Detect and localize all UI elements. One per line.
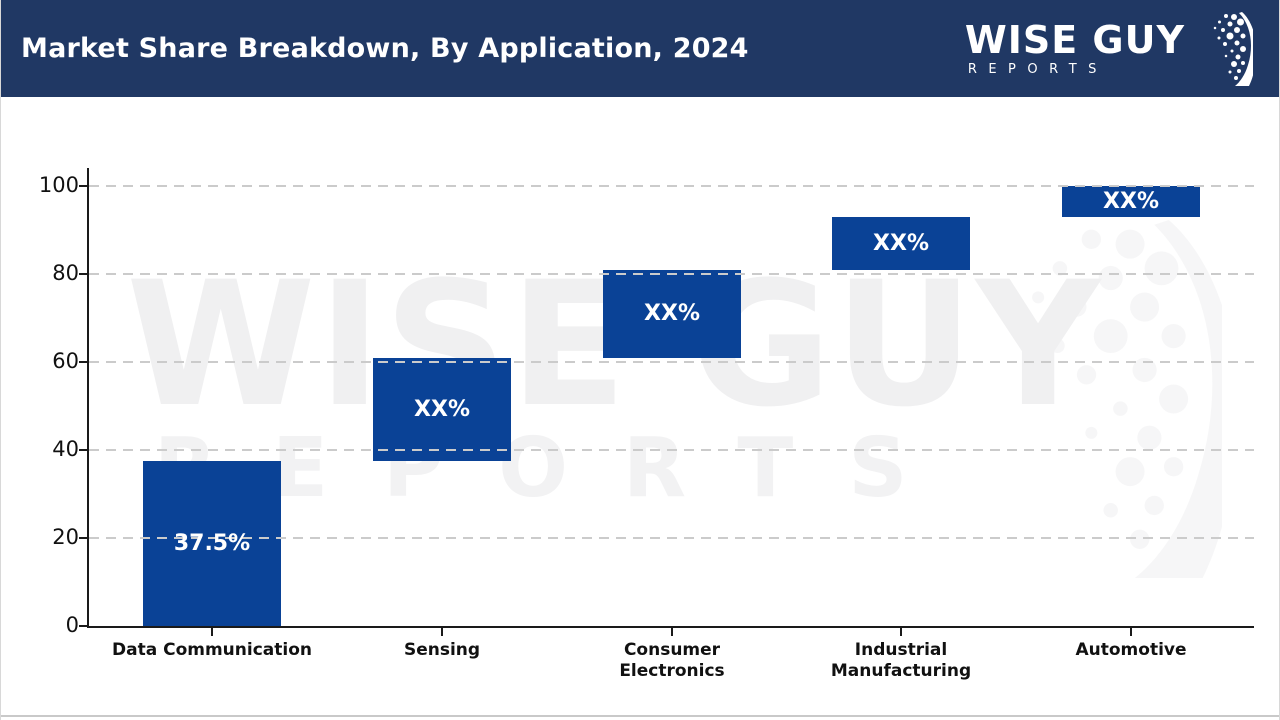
bar-0 bbox=[143, 461, 281, 626]
y-tick-label: 20 bbox=[52, 525, 79, 549]
x-category-label: Consumer Electronics bbox=[619, 640, 725, 681]
brand-logo: WISE GUY REPORTS bbox=[965, 11, 1279, 87]
brand-subname: REPORTS bbox=[967, 62, 1108, 77]
bar-4 bbox=[1062, 186, 1200, 217]
y-tick-label: 0 bbox=[65, 613, 79, 637]
x-category-label: Data Communication bbox=[112, 640, 312, 660]
x-axis-line bbox=[87, 626, 1254, 628]
y-tick-label: 80 bbox=[52, 261, 79, 285]
y-tick-mark bbox=[79, 449, 87, 451]
bar-value-label: XX% bbox=[1103, 188, 1159, 214]
brand-name: WISE GUY bbox=[964, 18, 1185, 62]
y-tick-mark bbox=[79, 185, 87, 187]
gridline bbox=[89, 361, 1254, 363]
bar-value-label: 37.5% bbox=[173, 531, 251, 556]
x-tick-mark bbox=[900, 628, 902, 636]
y-tick-label: 100 bbox=[38, 173, 79, 197]
y-tick-label: 60 bbox=[52, 349, 79, 373]
x-tick-mark bbox=[1130, 628, 1132, 636]
x-category-label: Industrial Manufacturing bbox=[830, 640, 972, 681]
header-band: Market Share Breakdown, By Application, … bbox=[1, 0, 1279, 97]
bar-2 bbox=[603, 269, 741, 358]
y-tick-mark bbox=[79, 361, 87, 363]
gridline bbox=[89, 537, 1254, 539]
x-category-label: Automotive bbox=[1075, 640, 1187, 660]
gridline bbox=[89, 185, 1254, 187]
x-category-label: Sensing bbox=[403, 640, 481, 660]
x-tick-mark bbox=[211, 628, 213, 636]
page-title: Market Share Breakdown, By Application, … bbox=[21, 33, 749, 64]
gridline bbox=[89, 273, 1254, 275]
y-tick-mark bbox=[79, 273, 87, 275]
y-axis-line bbox=[87, 168, 89, 628]
y-tick-label: 40 bbox=[52, 437, 79, 461]
y-tick-mark bbox=[79, 537, 87, 539]
footer-rule bbox=[1, 715, 1279, 717]
gridline bbox=[89, 449, 1254, 451]
x-tick-mark bbox=[671, 628, 673, 636]
x-tick-mark bbox=[441, 628, 443, 636]
dotted-head-logo-icon bbox=[1191, 11, 1253, 87]
y-tick-mark bbox=[79, 625, 87, 627]
bar-value-label: XX% bbox=[644, 301, 700, 327]
bar-value-label: XX% bbox=[873, 230, 929, 256]
bar-3 bbox=[832, 216, 970, 270]
bar-value-label: XX% bbox=[414, 396, 470, 422]
bar-1 bbox=[373, 357, 511, 461]
